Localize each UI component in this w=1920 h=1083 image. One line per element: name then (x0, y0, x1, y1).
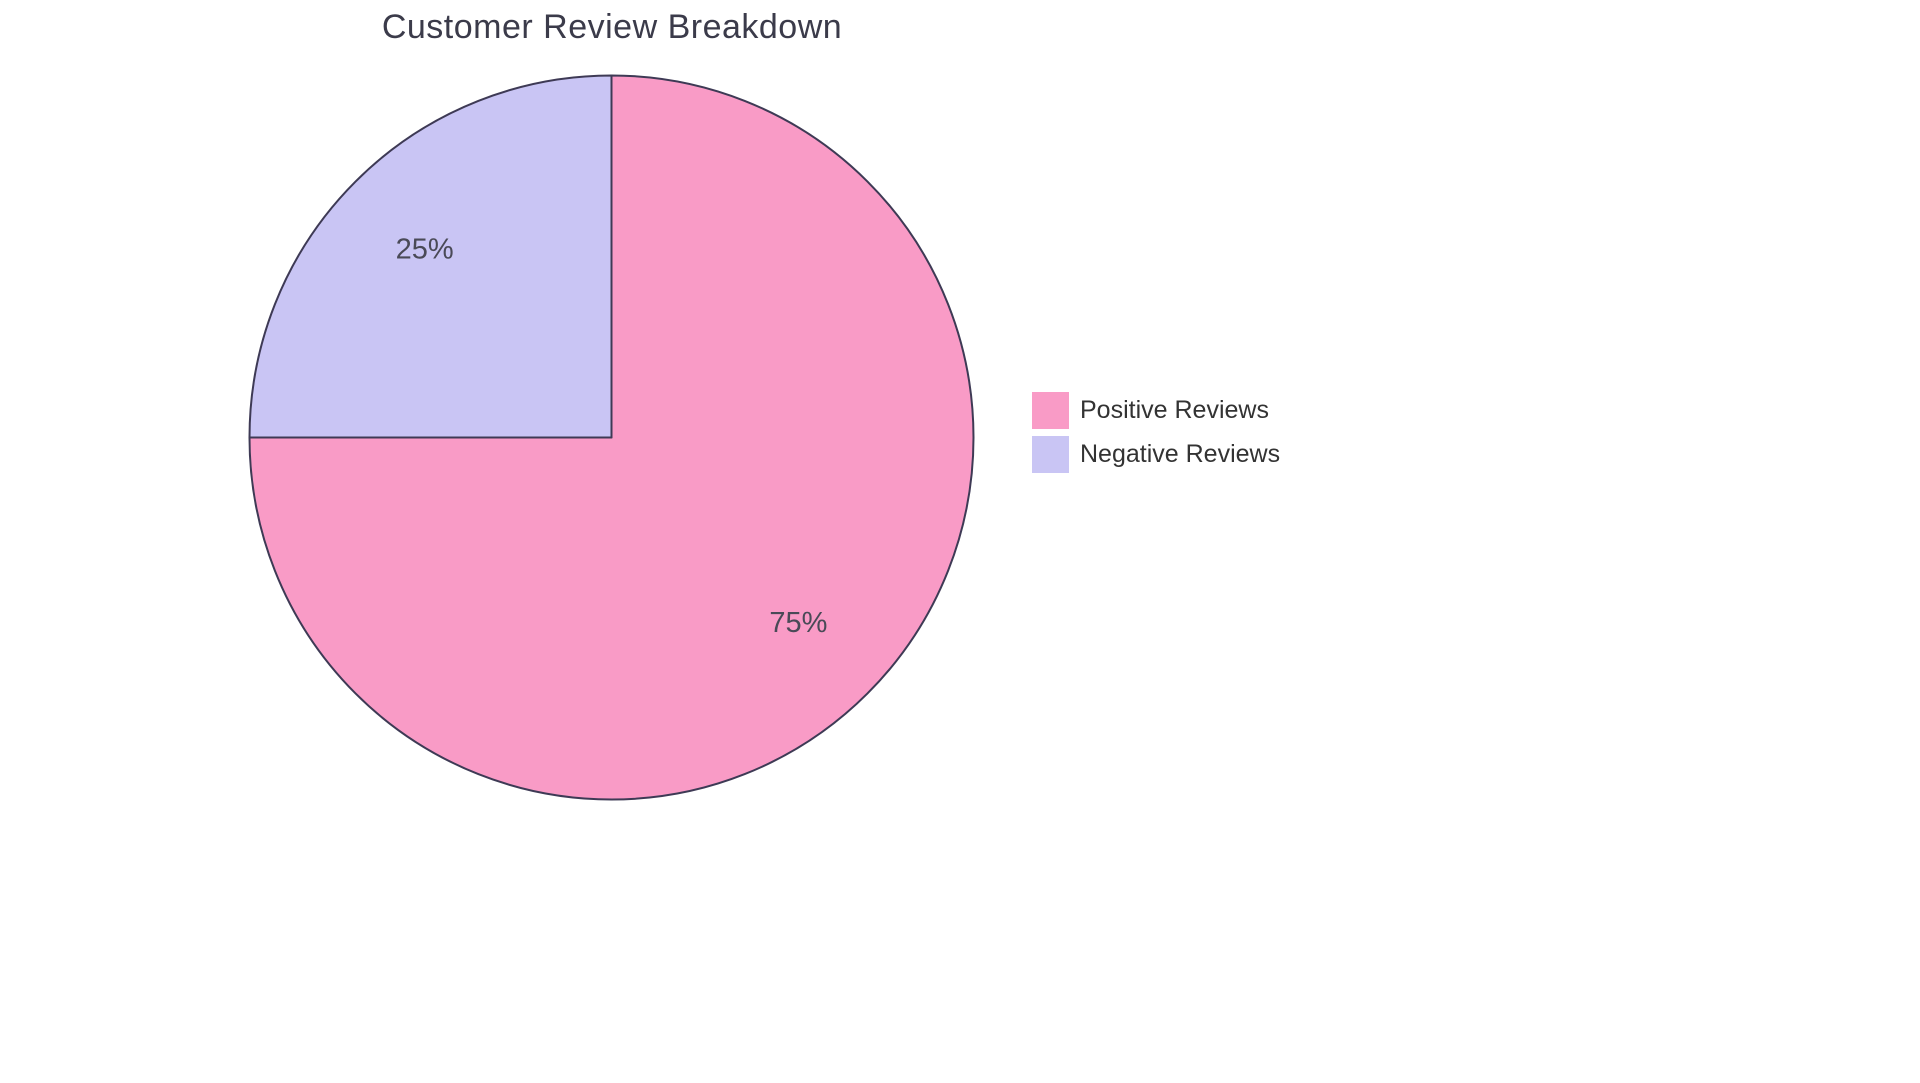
legend: Positive Reviews Negative Reviews (1032, 392, 1280, 480)
legend-item-positive[interactable]: Positive Reviews (1032, 392, 1280, 429)
pie-slice-1[interactable] (248, 74, 613, 439)
legend-swatch-1 (1032, 436, 1069, 473)
chart-title: Customer Review Breakdown (381, 8, 843, 46)
legend-label-positive: Positive Reviews (1080, 396, 1269, 424)
legend-label-negative: Negative Reviews (1080, 440, 1281, 468)
legend-swatch-0 (1032, 392, 1069, 429)
slice-label-1: 25% (396, 233, 454, 265)
legend-item-negative[interactable]: Negative Reviews (1032, 436, 1280, 473)
slice-label-0: 75% (769, 607, 827, 639)
